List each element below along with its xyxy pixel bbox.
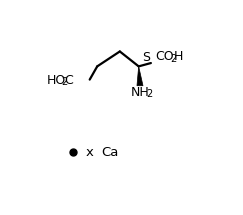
- Text: 2: 2: [146, 89, 152, 99]
- Text: S: S: [142, 51, 150, 64]
- Text: HO: HO: [46, 74, 66, 87]
- Text: 2: 2: [61, 77, 68, 88]
- Text: x: x: [86, 146, 94, 159]
- Polygon shape: [137, 66, 143, 86]
- Text: H: H: [174, 51, 183, 63]
- Text: NH: NH: [131, 86, 150, 99]
- Text: C: C: [65, 74, 73, 87]
- Text: Ca: Ca: [102, 146, 119, 159]
- Text: CO: CO: [156, 51, 174, 63]
- Text: 2: 2: [170, 54, 176, 64]
